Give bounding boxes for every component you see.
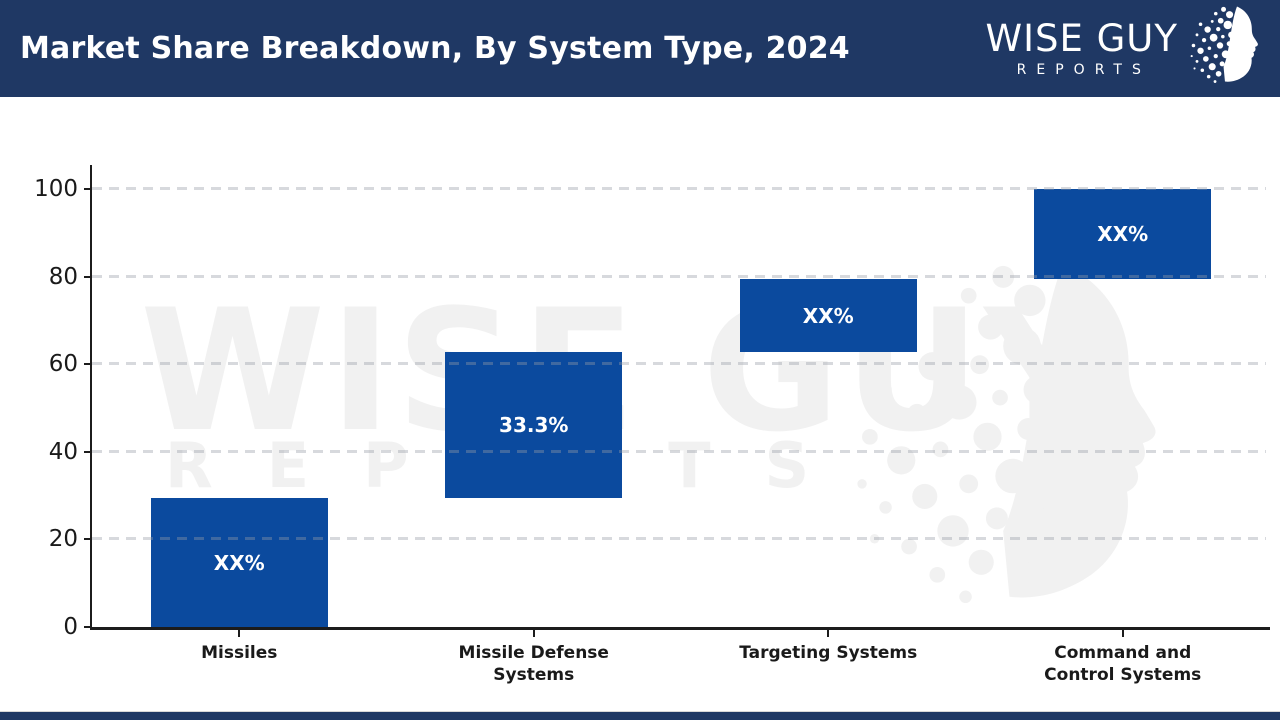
x-category-label: Missiles [201,643,278,663]
x-category-label: Missile Defense Systems [458,643,609,686]
logo-text: WISE GUY REPORTS [986,20,1178,77]
logo-subtitle: REPORTS [1016,62,1151,78]
bar-value-label: XX% [802,303,854,328]
gridline [92,274,1267,278]
bar: 33.3% [445,352,623,499]
y-axis-tick [84,626,92,628]
bar-value-label: XX% [1097,222,1149,247]
gridline [92,449,1267,453]
wise-guy-reports-logo: WISE GUY REPORTS [986,3,1266,95]
x-axis-tick [238,630,241,637]
gridline [92,537,1267,541]
y-axis-tick [84,363,92,366]
x-axis-tick [827,630,830,637]
y-axis-tick [84,188,92,191]
x-axis-tick [1121,630,1124,637]
gridline [92,187,1267,191]
bar: XX% [150,498,328,627]
dotted-head-icon [1190,6,1258,83]
x-axis-tick [532,630,535,637]
logo-wordmark: WISE GUY [985,17,1178,60]
bar: XX% [1034,189,1212,280]
x-category-label: Command and Control Systems [1044,643,1202,686]
y-axis-tick [84,538,92,541]
x-category-label: Targeting Systems [739,643,918,663]
plot-area: 0 20 40 60 80 100 XX% Missiles 33.3% Missile Defe… [34,165,1270,685]
gridline [92,362,1267,366]
y-axis-tick [84,450,92,453]
chart-area: WISE GUY REPORTS 020406080100XX%Missiles… [0,97,1280,712]
page-title: Market Share Breakdown, By System Type, … [20,31,850,66]
y-axis-tick [84,275,92,278]
header-banner: Market Share Breakdown, By System Type, … [0,0,1280,97]
bar-value-label: XX% [213,550,265,575]
footer-bar [0,711,1280,720]
bar: XX% [739,279,917,353]
bar-value-label: 33.3% [499,413,569,438]
